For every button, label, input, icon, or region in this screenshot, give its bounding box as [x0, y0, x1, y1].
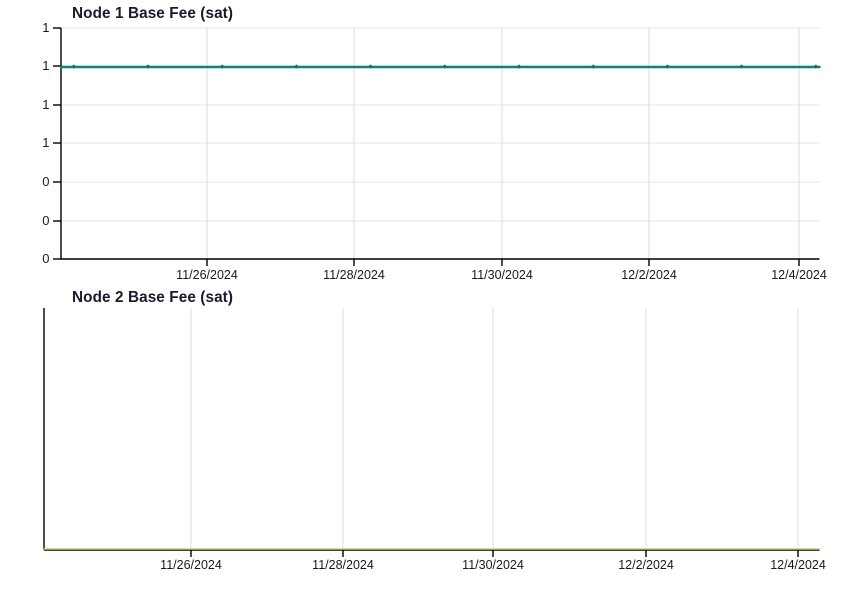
svg-text:0: 0 — [42, 174, 49, 189]
svg-text:1: 1 — [42, 97, 49, 112]
svg-text:0: 0 — [42, 251, 49, 266]
svg-text:12/4/2024: 12/4/2024 — [771, 268, 827, 282]
svg-text:12/2/2024: 12/2/2024 — [621, 268, 677, 282]
svg-text:1: 1 — [42, 20, 49, 35]
svg-text:1: 1 — [42, 135, 49, 150]
svg-text:11/30/2024: 11/30/2024 — [462, 558, 524, 572]
svg-text:11/28/2024: 11/28/2024 — [312, 558, 374, 572]
svg-text:0: 0 — [42, 213, 49, 228]
svg-text:11/30/2024: 11/30/2024 — [471, 268, 533, 282]
svg-text:11/26/2024: 11/26/2024 — [176, 268, 238, 282]
svg-text:1: 1 — [42, 58, 49, 73]
svg-text:12/4/2024: 12/4/2024 — [770, 558, 826, 572]
svg-text:11/26/2024: 11/26/2024 — [160, 558, 222, 572]
svg-text:11/28/2024: 11/28/2024 — [323, 268, 385, 282]
svg-text:12/2/2024: 12/2/2024 — [618, 558, 674, 572]
